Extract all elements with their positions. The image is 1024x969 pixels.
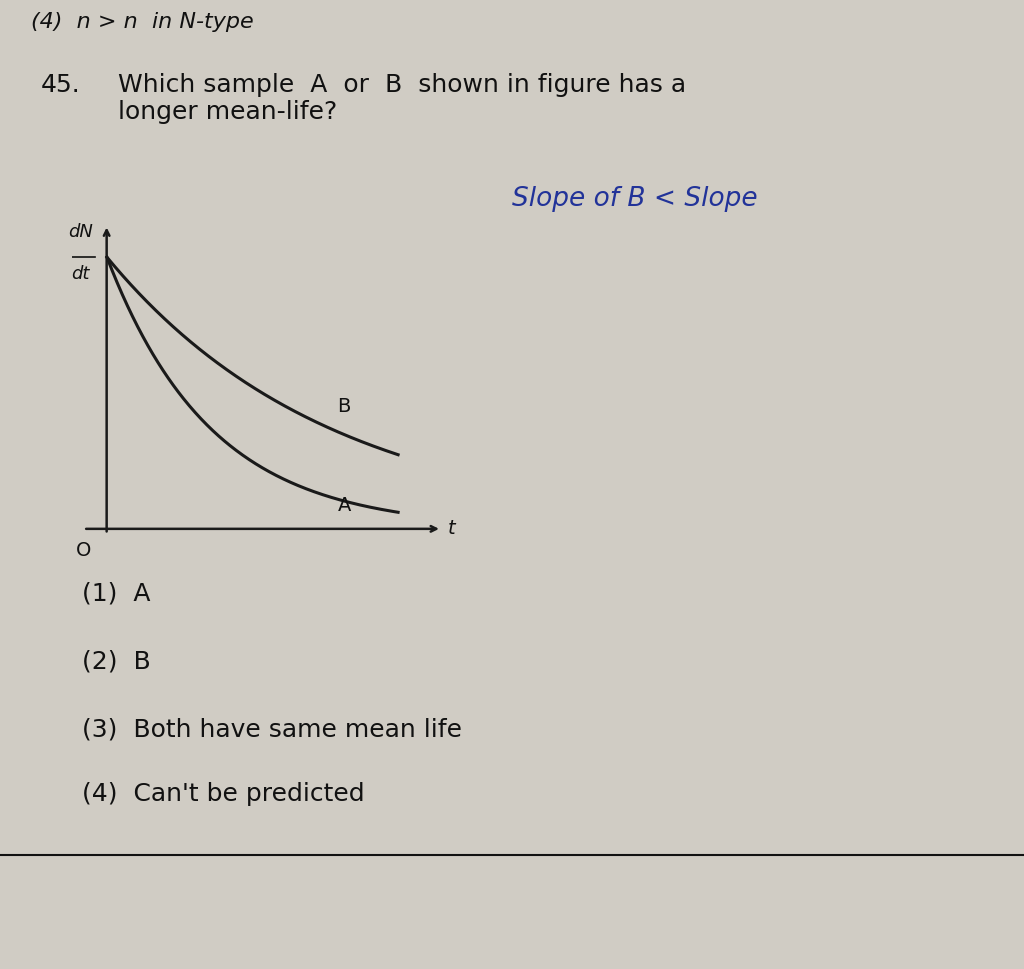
Text: O: O xyxy=(76,541,91,560)
Text: t: t xyxy=(447,519,456,539)
Text: dN: dN xyxy=(68,223,93,241)
Text: B: B xyxy=(338,396,351,416)
Text: (3)  Both have same mean life: (3) Both have same mean life xyxy=(82,717,462,741)
Text: (1)  A: (1) A xyxy=(82,581,151,606)
Text: (2)  B: (2) B xyxy=(82,649,151,673)
Text: (4)  Can't be predicted: (4) Can't be predicted xyxy=(82,782,365,806)
Text: (4)  n > n  in N-type: (4) n > n in N-type xyxy=(31,12,254,32)
Text: A: A xyxy=(338,496,351,516)
Text: dt: dt xyxy=(72,266,90,283)
Text: 45.: 45. xyxy=(41,73,81,97)
Text: Slope of B < Slope: Slope of B < Slope xyxy=(512,186,758,212)
Text: Which sample  A  or  B  shown in figure has a
longer mean-life?: Which sample A or B shown in figure has … xyxy=(118,73,686,124)
